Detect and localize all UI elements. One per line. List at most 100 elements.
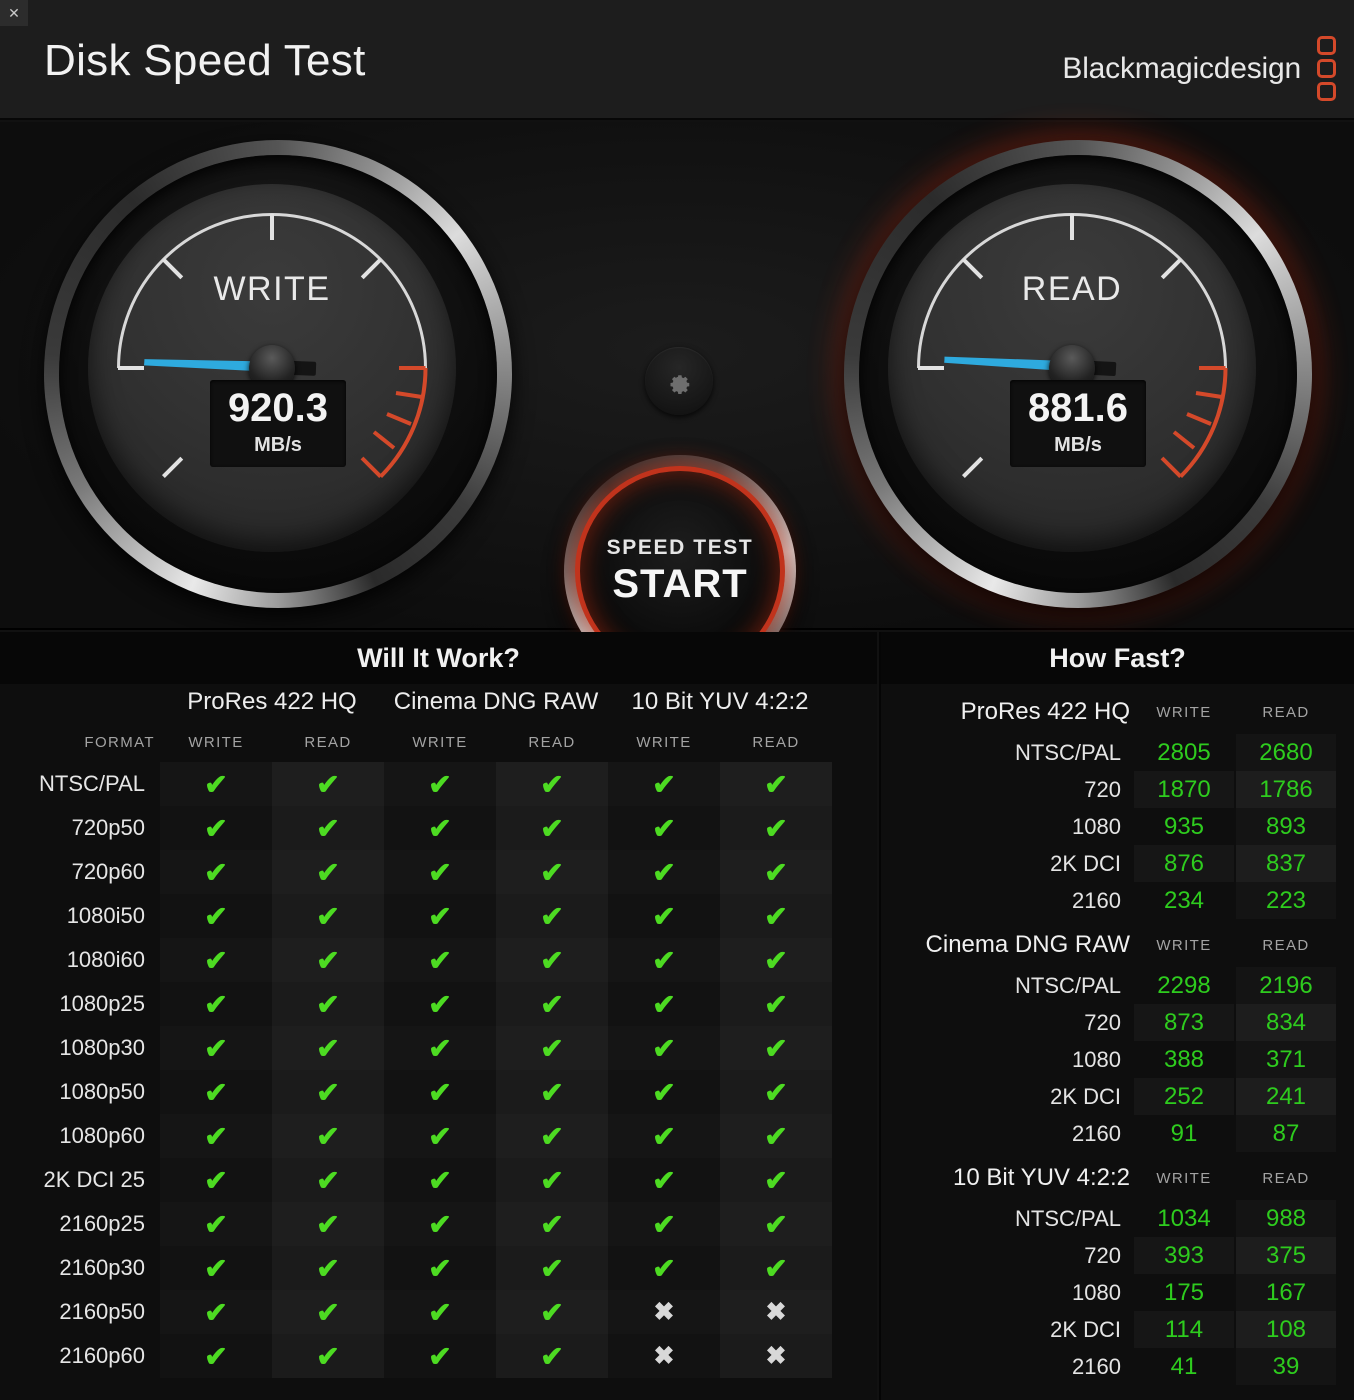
read-speed-value: 375 [1236, 1237, 1336, 1274]
check-icon: ✔ [272, 1202, 384, 1246]
check-icon: ✔ [160, 1070, 272, 1114]
table-row: 1080p50 ✔ ✔ ✔ ✔ ✔ ✔ [0, 1070, 877, 1114]
table-row: 1080p60 ✔ ✔ ✔ ✔ ✔ ✔ [0, 1114, 877, 1158]
check-icon: ✔ [272, 982, 384, 1026]
row-format-label: 1080p60 [59, 1123, 145, 1148]
gauge-panel: WRITE 920.3 MB/s SPEED TEST START [0, 122, 1354, 687]
write-speed-value: 935 [1163, 812, 1205, 840]
table-row: NTSC/PAL 2298 2196 [881, 967, 1354, 1004]
check-icon: ✔ [496, 762, 608, 806]
write-column-header: WRITE [1156, 937, 1212, 954]
cross-icon: ✖ [720, 1334, 832, 1378]
start-button-label: START [612, 561, 748, 606]
row-format-label: 2160p25 [59, 1211, 145, 1236]
write-column-header: WRITE [1156, 704, 1212, 721]
check-icon: ✔ [496, 1290, 608, 1334]
write-column-header: WRITE [1156, 1170, 1212, 1187]
check-icon: ✔ [720, 938, 832, 982]
write-speed-value: 1034 [1157, 1204, 1211, 1232]
title-bar: ✕ Disk Speed Test Blackmagicdesign [0, 0, 1354, 120]
resolution-label: 720 [1084, 1009, 1121, 1035]
check-icon: ✔ [496, 982, 608, 1026]
read-speed-value: 167 [1236, 1274, 1336, 1311]
table-row: 2K DCI 876 837 [881, 845, 1354, 882]
check-icon: ✔ [720, 806, 832, 850]
write-value: 920.3 [227, 386, 329, 430]
how-fast-table: ProRes 422 HQ WRITE READ NTSC/PAL 2805 2680 72… [881, 684, 1354, 1385]
read-readout: 881.6 MB/s [1010, 380, 1146, 467]
how-fast-group-header: Cinema DNG RAW WRITE READ [881, 925, 1354, 967]
resolution-label: 720 [1084, 776, 1121, 802]
how-fast-group: 10 Bit YUV 4:2:2 WRITE READ NTSC/PAL 1034 988… [881, 1158, 1354, 1385]
cross-icon: ✖ [720, 1290, 832, 1334]
check-icon: ✔ [272, 1114, 384, 1158]
resolution-label: 1080 [1072, 813, 1121, 839]
row-format-label: 1080i50 [66, 903, 145, 928]
check-icon: ✔ [720, 894, 832, 938]
write-gauge: WRITE 920.3 MB/s [38, 134, 518, 614]
write-speed-value: 388 [1163, 1045, 1205, 1073]
check-icon: ✔ [608, 1246, 720, 1290]
will-it-work-sub-headers: FORMAT WRITE READ WRITE READ WRITE READ [0, 726, 877, 762]
check-icon: ✔ [720, 1070, 832, 1114]
write-unit: MB/s [254, 434, 302, 456]
table-row: 2K DCI 25 ✔ ✔ ✔ ✔ ✔ ✔ [0, 1158, 877, 1202]
check-icon: ✔ [496, 1114, 608, 1158]
write-gauge-face: WRITE [88, 184, 456, 552]
read-speed-value: 108 [1236, 1311, 1336, 1348]
start-button-sublabel: SPEED TEST [606, 535, 754, 559]
will-it-work-panel: Will It Work? ProRes 422 HQ Cinema DNG RA… [0, 632, 877, 1400]
check-icon: ✔ [720, 1158, 832, 1202]
read-speed-value: 371 [1236, 1041, 1336, 1078]
write-speed-value: 234 [1163, 886, 1205, 914]
row-format-label: NTSC/PAL [39, 771, 145, 796]
check-icon: ✔ [720, 1026, 832, 1070]
codec-name: 10 Bit YUV 4:2:2 [953, 1164, 1130, 1191]
check-icon: ✔ [160, 1334, 272, 1378]
table-row: 2160p50 ✔ ✔ ✔ ✔ ✖ ✖ [0, 1290, 877, 1334]
resolution-label: 1080 [1072, 1046, 1121, 1072]
page-title: Disk Speed Test [44, 36, 366, 85]
table-row: NTSC/PAL ✔ ✔ ✔ ✔ ✔ ✔ [0, 762, 877, 806]
check-icon: ✔ [384, 894, 496, 938]
check-icon: ✔ [272, 806, 384, 850]
will-it-work-rows: NTSC/PAL ✔ ✔ ✔ ✔ ✔ ✔ 720p50 ✔ ✔ ✔ ✔ ✔ ✔ 720p60 ✔ ✔ ✔ ✔ ✔ ✔ 10… [0, 762, 877, 1378]
table-row: 2160p25 ✔ ✔ ✔ ✔ ✔ ✔ [0, 1202, 877, 1246]
gear-icon [670, 375, 690, 394]
check-icon: ✔ [160, 1246, 272, 1290]
row-format-label: 1080p25 [59, 991, 145, 1016]
read-gauge-label: READ [1021, 270, 1123, 308]
write-speed-value: 41 [1170, 1352, 1198, 1380]
check-icon: ✔ [608, 1070, 720, 1114]
read-gauge: READ 881.6 MB/s [838, 134, 1318, 614]
check-icon: ✔ [608, 1026, 720, 1070]
check-icon: ✔ [384, 1158, 496, 1202]
settings-button[interactable] [645, 347, 713, 415]
check-icon: ✔ [160, 1114, 272, 1158]
table-row: 2160 41 39 [881, 1348, 1354, 1385]
read-speed-value: 1786 [1236, 771, 1336, 808]
check-icon: ✔ [496, 894, 608, 938]
row-format-label: 1080p50 [59, 1079, 145, 1104]
column-header: READ [752, 734, 800, 751]
check-icon: ✔ [608, 1158, 720, 1202]
check-icon: ✔ [608, 850, 720, 894]
check-icon: ✔ [160, 1158, 272, 1202]
row-format-label: 1080p30 [59, 1035, 145, 1060]
check-icon: ✔ [496, 1026, 608, 1070]
check-icon: ✔ [272, 1246, 384, 1290]
check-icon: ✔ [384, 806, 496, 850]
codec-name: Cinema DNG RAW [925, 931, 1130, 958]
write-speed-value: 873 [1134, 1004, 1234, 1041]
check-icon: ✔ [160, 982, 272, 1026]
read-speed-value: 837 [1236, 845, 1336, 882]
resolution-label: 2K DCI [1050, 850, 1121, 876]
table-row: NTSC/PAL 1034 988 [881, 1200, 1354, 1237]
resolution-label: 2160 [1072, 887, 1121, 913]
how-fast-panel: How Fast? ProRes 422 HQ WRITE READ NTSC/PAL… [879, 632, 1354, 1400]
check-icon: ✔ [384, 1114, 496, 1158]
write-speed-value: 91 [1170, 1119, 1198, 1147]
row-format-label: 2160p50 [59, 1299, 145, 1324]
close-icon[interactable]: ✕ [0, 0, 28, 26]
read-speed-value: 241 [1236, 1078, 1336, 1115]
